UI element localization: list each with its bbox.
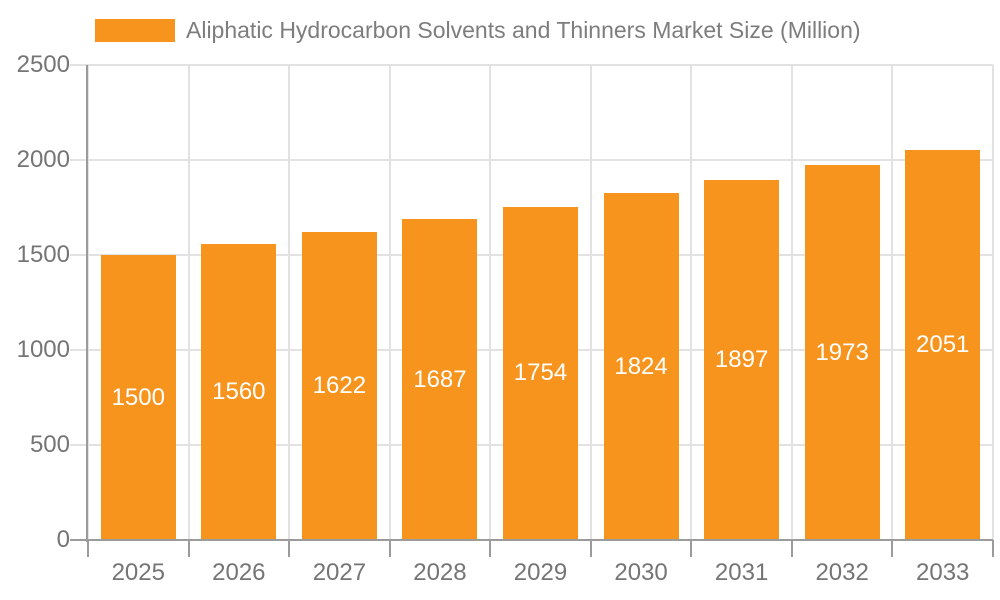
y-tick-label: 2000 bbox=[16, 146, 70, 173]
bar: 1687 bbox=[402, 219, 478, 540]
y-tick bbox=[70, 159, 88, 161]
legend-label: Aliphatic Hydrocarbon Solvents and Thinn… bbox=[186, 17, 861, 43]
y-tick bbox=[70, 254, 88, 256]
h-gridline bbox=[88, 159, 993, 161]
y-tick bbox=[70, 64, 88, 66]
v-gridline bbox=[690, 65, 693, 540]
x-tick bbox=[87, 540, 89, 557]
x-axis-label: 2025 bbox=[111, 559, 165, 586]
x-tick bbox=[790, 540, 793, 557]
y-tick bbox=[70, 444, 88, 446]
bar-value-label: 1560 bbox=[212, 377, 266, 405]
x-baseline bbox=[70, 539, 993, 541]
x-tick bbox=[288, 540, 291, 557]
y-axis-line bbox=[86, 65, 88, 542]
bar: 1973 bbox=[804, 165, 880, 540]
legend-swatch bbox=[95, 19, 175, 42]
bar: 1897 bbox=[704, 179, 780, 540]
y-tick-label: 1500 bbox=[16, 241, 70, 268]
x-axis-label: 2028 bbox=[413, 559, 467, 586]
y-tick-label: 2500 bbox=[16, 51, 70, 78]
y-tick-label: 500 bbox=[29, 431, 70, 458]
bar: 1824 bbox=[603, 193, 679, 540]
x-axis-label: 2029 bbox=[513, 559, 568, 586]
bar-value-label: 1824 bbox=[614, 352, 668, 380]
x-tick bbox=[589, 540, 592, 557]
x-axis-label: 2031 bbox=[714, 559, 769, 586]
x-tick bbox=[388, 540, 391, 557]
v-gridline bbox=[790, 65, 793, 540]
bar-value-label: 1687 bbox=[413, 365, 467, 393]
v-gridline bbox=[891, 65, 894, 540]
v-gridline bbox=[187, 65, 190, 540]
bar-value-label: 1754 bbox=[513, 359, 568, 387]
x-tick bbox=[187, 540, 190, 557]
legend: Aliphatic Hydrocarbon Solvents and Thinn… bbox=[95, 17, 861, 44]
y-tick-label: 0 bbox=[56, 526, 70, 553]
x-tick bbox=[891, 540, 894, 557]
x-axis-label: 2033 bbox=[916, 559, 970, 586]
bar-value-label: 1500 bbox=[111, 383, 165, 411]
bar: 1500 bbox=[100, 255, 176, 540]
bar: 1754 bbox=[503, 206, 578, 540]
y-tick-label: 1000 bbox=[16, 336, 70, 363]
x-tick bbox=[992, 540, 994, 557]
bar-value-label: 1973 bbox=[815, 338, 869, 366]
x-axis-label: 2030 bbox=[614, 559, 668, 586]
bar-value-label: 2051 bbox=[916, 331, 970, 359]
v-gridline bbox=[87, 65, 89, 540]
bar: 1622 bbox=[301, 231, 377, 540]
plot-area: 1500 1560 1622 1687 1754 1824 1897 1973 2051 bbox=[87, 64, 994, 540]
v-gridline bbox=[589, 65, 592, 540]
h-gridline bbox=[88, 64, 993, 66]
x-axis-label: 2026 bbox=[212, 559, 266, 586]
x-tick bbox=[489, 540, 492, 557]
v-gridline bbox=[288, 65, 291, 540]
y-tick bbox=[70, 349, 88, 351]
v-gridline bbox=[388, 65, 391, 540]
bar-value-label: 1622 bbox=[312, 371, 367, 399]
v-gridline bbox=[489, 65, 492, 540]
x-axis-label: 2027 bbox=[312, 559, 367, 586]
v-gridline bbox=[992, 65, 994, 540]
x-tick bbox=[690, 540, 693, 557]
bar-value-label: 1897 bbox=[714, 345, 769, 373]
bar: 2051 bbox=[905, 150, 981, 540]
bar: 1560 bbox=[201, 243, 277, 540]
x-axis-label: 2032 bbox=[815, 559, 869, 586]
